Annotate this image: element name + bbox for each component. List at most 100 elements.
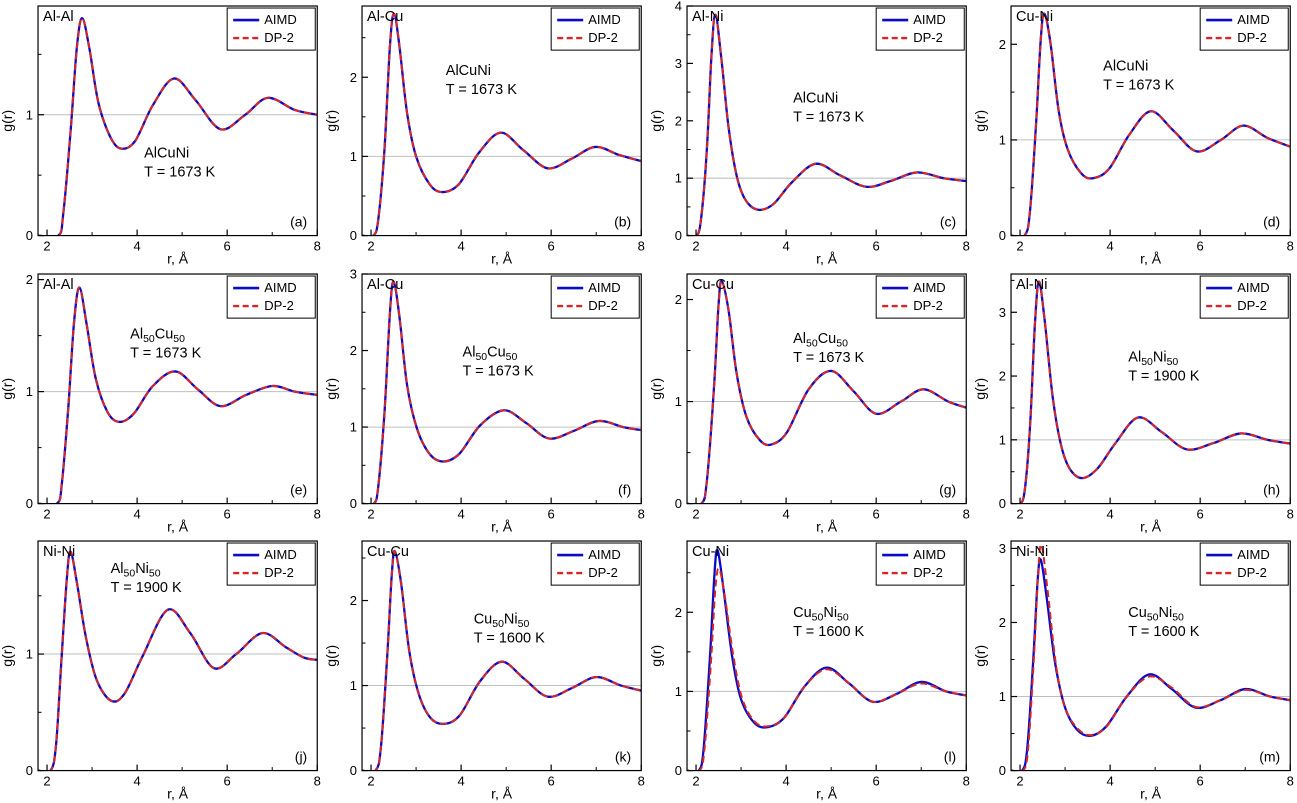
system-label-part: Ni [823, 605, 837, 621]
y-axis-label: g(r) [0, 645, 15, 667]
axes-frame [37, 273, 318, 504]
temperature-label: T = 1673 K [144, 165, 215, 181]
system-label-part: Cu [793, 605, 812, 621]
temperature-label: T = 1600 K [1128, 624, 1199, 640]
y-tick-label: 2 [674, 113, 681, 128]
legend-box [875, 7, 965, 51]
y-tick-label: 0 [26, 763, 33, 778]
legend-aimd-label: AIMD [1237, 12, 1270, 27]
x-tick-label: 4 [133, 506, 140, 521]
legend: AIMD DP-2 [226, 7, 316, 51]
pair-label: Al-Al [43, 277, 74, 293]
x-tick-label: 4 [782, 506, 789, 521]
system-label: AlCuNi [1103, 58, 1148, 74]
system-label: AlCuNi [446, 63, 491, 79]
y-tick-label: 1 [350, 149, 357, 164]
x-tick-label: 6 [224, 774, 231, 789]
y-tick-label: 0 [999, 496, 1006, 511]
x-tick-label: 6 [872, 239, 879, 254]
axes-frame [1010, 273, 1291, 504]
axes-frame [361, 5, 643, 237]
legend-box [1199, 7, 1289, 51]
pair-label: Cu-Ni [692, 544, 729, 560]
y-tick-label: 3 [999, 304, 1006, 319]
temperature-label: T = 1673 K [130, 345, 201, 361]
axes-frame [685, 540, 967, 772]
temperature-label: T = 1673 K [793, 350, 864, 366]
y-tick-label: 1 [350, 678, 357, 693]
legend-dp2-label: DP-2 [1237, 565, 1267, 580]
legend-aimd-label: AIMD [264, 547, 297, 562]
legend-box [226, 7, 316, 51]
y-tick-label: 3 [999, 541, 1006, 556]
x-tick-label: 2 [368, 506, 375, 521]
y-tick-label: 1 [999, 132, 1006, 147]
system-label: Al50Cu50 [130, 326, 185, 345]
legend-aimd-label: AIMD [588, 12, 621, 27]
legend-aimd-label: AIMD [588, 547, 621, 562]
dp2-curve [686, 13, 966, 236]
x-tick-label: 4 [1106, 506, 1113, 521]
system-label-part: 50 [476, 351, 488, 363]
x-tick-label: 2 [43, 506, 50, 521]
y-axis-label: g(r) [649, 645, 664, 667]
x-tick-label: 8 [962, 506, 969, 521]
system-label-part: 50 [806, 337, 818, 349]
legend-dp2-label: DP-2 [264, 30, 294, 45]
system-label-part: AlCuNi [144, 146, 189, 162]
x-tick-label: 4 [1106, 239, 1113, 254]
x-axis-label: r, Å [167, 518, 189, 534]
panel-a: 2 4 6 8 0 1 r, Å g(r) Al-Al AlCuNi T = 1673 K (a) AI… [0, 0, 325, 268]
panel-tag: (e) [290, 481, 307, 497]
y-tick-label: 0 [999, 228, 1006, 243]
legend-dp2-label: DP-2 [913, 298, 943, 313]
x-axis-label: r, Å [491, 786, 513, 802]
legend-aimd-label: AIMD [264, 280, 297, 295]
system-label-part: 50 [1172, 612, 1184, 624]
system-label: AlCuNi [793, 90, 838, 106]
x-tick-label: 2 [368, 239, 375, 254]
legend-dp2-label: DP-2 [264, 298, 294, 313]
dp2-curve [686, 567, 966, 771]
y-tick-label: 1 [26, 107, 33, 122]
axes-frame [685, 273, 967, 504]
x-tick-label: 6 [224, 506, 231, 521]
y-axis-label: g(r) [973, 110, 988, 132]
axes-frame [37, 540, 318, 772]
y-tick-label: 3 [350, 268, 357, 282]
panel-c: 2 4 6 8 0 1 2 3 4 r, Å g(r) Al-Ni AlCuNi T = 1673 K (c… [648, 0, 973, 268]
x-tick-label: 4 [458, 239, 465, 254]
pair-label: Al-Al [43, 9, 74, 25]
x-tick-label: 6 [1196, 239, 1203, 254]
x-tick-label: 2 [692, 506, 699, 521]
y-tick-label: 1 [999, 432, 1006, 447]
y-tick-label: 1 [26, 647, 33, 662]
x-tick-label: 4 [133, 774, 140, 789]
x-tick-label: 2 [1016, 774, 1023, 789]
system-label-part: Ni [504, 612, 518, 628]
pair-label: Al-Ni [692, 9, 723, 25]
legend-box [550, 542, 640, 586]
system-label-part: 50 [1141, 355, 1153, 367]
x-tick-label: 2 [43, 239, 50, 254]
x-tick-label: 6 [548, 774, 555, 789]
y-tick-label: 1 [674, 394, 681, 409]
legend-dp2-label: DP-2 [588, 298, 618, 313]
y-axis-label: g(r) [0, 110, 15, 132]
y-tick-label: 1 [674, 684, 681, 699]
y-tick-label: 4 [674, 0, 681, 14]
x-tick-label: 2 [692, 774, 699, 789]
x-tick-label: 2 [43, 774, 50, 789]
system-label: Al50Ni50 [1128, 349, 1178, 368]
legend: AIMD DP-2 [1199, 542, 1289, 586]
legend-box [875, 275, 965, 319]
y-tick-label: 0 [26, 228, 33, 243]
x-axis-label: r, Å [816, 251, 838, 267]
x-tick-label: 6 [224, 239, 231, 254]
panel-tag: (g) [939, 481, 956, 497]
axes-frame [1010, 540, 1291, 772]
temperature-label: T = 1600 K [474, 631, 545, 647]
